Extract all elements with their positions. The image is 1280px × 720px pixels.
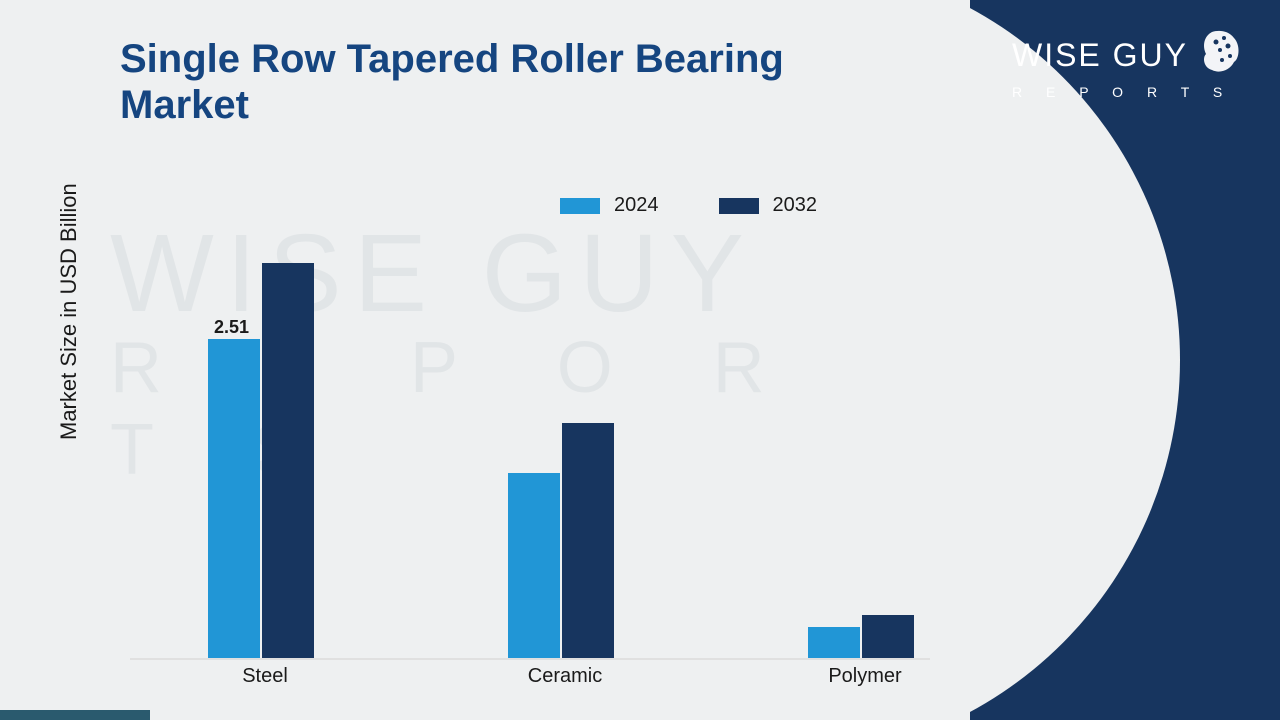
x-tick-label: Steel bbox=[170, 665, 360, 688]
bar-steel-2024 bbox=[208, 339, 260, 658]
legend-label: 2032 bbox=[773, 194, 818, 217]
bar-polymer-2024 bbox=[808, 627, 860, 658]
y-axis-label: Market Size in USD Billion bbox=[56, 183, 82, 440]
chart-canvas: Single Row Tapered Roller Bearing Market… bbox=[0, 0, 1280, 720]
legend-label: 2024 bbox=[614, 194, 659, 217]
legend-item-2024: 2024 bbox=[560, 194, 659, 217]
bar-ceramic-2032 bbox=[562, 423, 614, 658]
bar-ceramic-2024 bbox=[508, 473, 560, 658]
x-tick-label: Ceramic bbox=[470, 665, 660, 688]
logo-text-line2: R E P O R T S bbox=[1012, 84, 1244, 100]
bar-polymer-2032 bbox=[862, 615, 914, 658]
legend-swatch bbox=[719, 198, 759, 214]
bottom-accent-bar bbox=[0, 710, 150, 720]
plot-area: SteelCeramicPolymer2.51 bbox=[130, 240, 930, 660]
value-label: 2.51 bbox=[214, 317, 249, 338]
legend-swatch bbox=[560, 198, 600, 214]
x-tick-label: Polymer bbox=[770, 665, 960, 688]
logo-text-line1: WISE GUY bbox=[1012, 37, 1188, 74]
chart-title: Single Row Tapered Roller Bearing Market bbox=[120, 36, 840, 128]
x-axis-line bbox=[130, 658, 930, 660]
bar-steel-2032 bbox=[262, 263, 314, 658]
legend-item-2032: 2032 bbox=[719, 194, 818, 217]
brand-logo: WISE GUY R E P O R T S bbox=[1012, 28, 1244, 100]
legend: 2024 2032 bbox=[560, 194, 817, 217]
head-icon bbox=[1198, 28, 1244, 82]
